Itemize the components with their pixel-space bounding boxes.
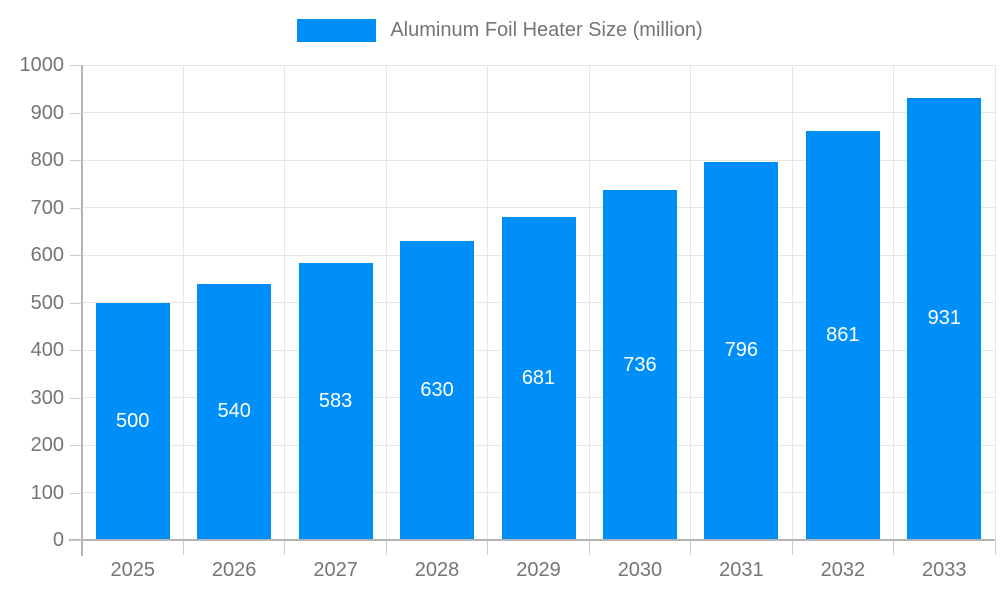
- x-axis-label: 2028: [414, 559, 460, 581]
- bar: 796: [704, 161, 779, 540]
- x-axis-label: 2031: [719, 559, 764, 581]
- bar-value-label: 736: [623, 353, 657, 376]
- x-tick-mark: [385, 540, 387, 555]
- y-axis-label: 300: [30, 386, 64, 409]
- y-axis-label: 0: [52, 529, 64, 551]
- bar: 583: [298, 263, 373, 540]
- bar-value-label: 681: [521, 366, 556, 389]
- bar-value-label: 500: [116, 409, 150, 432]
- x-axis-label: 2025: [110, 559, 155, 581]
- x-gridline: [182, 65, 184, 540]
- x-gridline: [690, 65, 692, 540]
- x-tick-mark: [893, 540, 895, 555]
- legend-label: Aluminum Foil Heater Size (million): [390, 19, 703, 41]
- y-tick-mark: [70, 445, 82, 446]
- y-axis-label: 1000: [19, 54, 65, 76]
- y-tick-mark: [70, 65, 82, 66]
- y-axis-label: 800: [30, 149, 64, 171]
- y-tick-mark: [70, 397, 82, 399]
- y-axis-line: [81, 65, 83, 556]
- x-tick-mark: [994, 540, 996, 555]
- bar-value-label: 861: [826, 324, 860, 347]
- plot-area: 500 540 583 630 681 736 796 861 931: [69, 64, 996, 556]
- y-axis-label: 900: [30, 101, 64, 124]
- bar-value-label: 630: [420, 378, 454, 401]
- bar: 861: [805, 131, 880, 540]
- legend-swatch: [297, 19, 377, 42]
- x-gridline: [385, 65, 387, 540]
- x-axis-label: 2030: [617, 559, 663, 581]
- bar: 500: [95, 302, 170, 540]
- y-tick-mark: [70, 207, 82, 209]
- x-axis-label: 2032: [820, 559, 866, 581]
- y-tick-mark: [70, 350, 82, 351]
- y-axis-label: 700: [30, 196, 64, 219]
- x-gridline: [791, 65, 793, 540]
- y-axis-label: 500: [30, 291, 64, 314]
- x-gridline: [487, 65, 489, 540]
- bar: 736: [602, 190, 677, 540]
- x-axis-label: 2033: [922, 559, 967, 581]
- bar: 931: [907, 97, 982, 540]
- x-gridline: [284, 65, 286, 540]
- y-tick-mark: [70, 255, 82, 256]
- y-tick-mark: [70, 160, 82, 161]
- x-tick-mark: [182, 540, 184, 555]
- bar-value-label: 796: [724, 339, 759, 362]
- x-gridline: [994, 65, 996, 540]
- y-tick-mark: [70, 112, 82, 114]
- y-axis-label: 600: [30, 244, 64, 266]
- y-axis-label: 100: [30, 481, 64, 504]
- x-tick-mark: [690, 540, 692, 555]
- bar-value-label: 540: [217, 400, 251, 423]
- x-gridline: [588, 65, 590, 540]
- x-tick-mark: [284, 540, 286, 555]
- x-axis-label: 2029: [516, 559, 561, 581]
- x-tick-mark: [588, 540, 590, 555]
- x-tick-mark: [487, 540, 489, 555]
- x-gridline: [893, 65, 895, 540]
- bar-value-label: 931: [927, 307, 961, 330]
- bar: 540: [197, 283, 272, 540]
- x-axis-label: 2026: [211, 559, 257, 581]
- legend: Aluminum Foil Heater Size (million): [0, 19, 1000, 42]
- y-gridline: [82, 64, 995, 66]
- bar-value-label: 583: [318, 390, 353, 413]
- y-gridline: [82, 112, 995, 113]
- y-axis-label: 400: [30, 339, 64, 361]
- x-tick-mark: [791, 540, 793, 555]
- x-axis-label: 2027: [313, 559, 358, 581]
- y-tick-mark: [70, 492, 82, 494]
- y-axis-label: 200: [30, 434, 64, 456]
- y-tick-mark: [70, 540, 82, 541]
- y-tick-mark: [70, 302, 82, 304]
- y-gridline: [82, 159, 995, 161]
- x-axis-baseline: [69, 539, 995, 541]
- bar: 630: [400, 240, 475, 540]
- y-gridline: [82, 207, 995, 208]
- bar: 681: [501, 216, 576, 540]
